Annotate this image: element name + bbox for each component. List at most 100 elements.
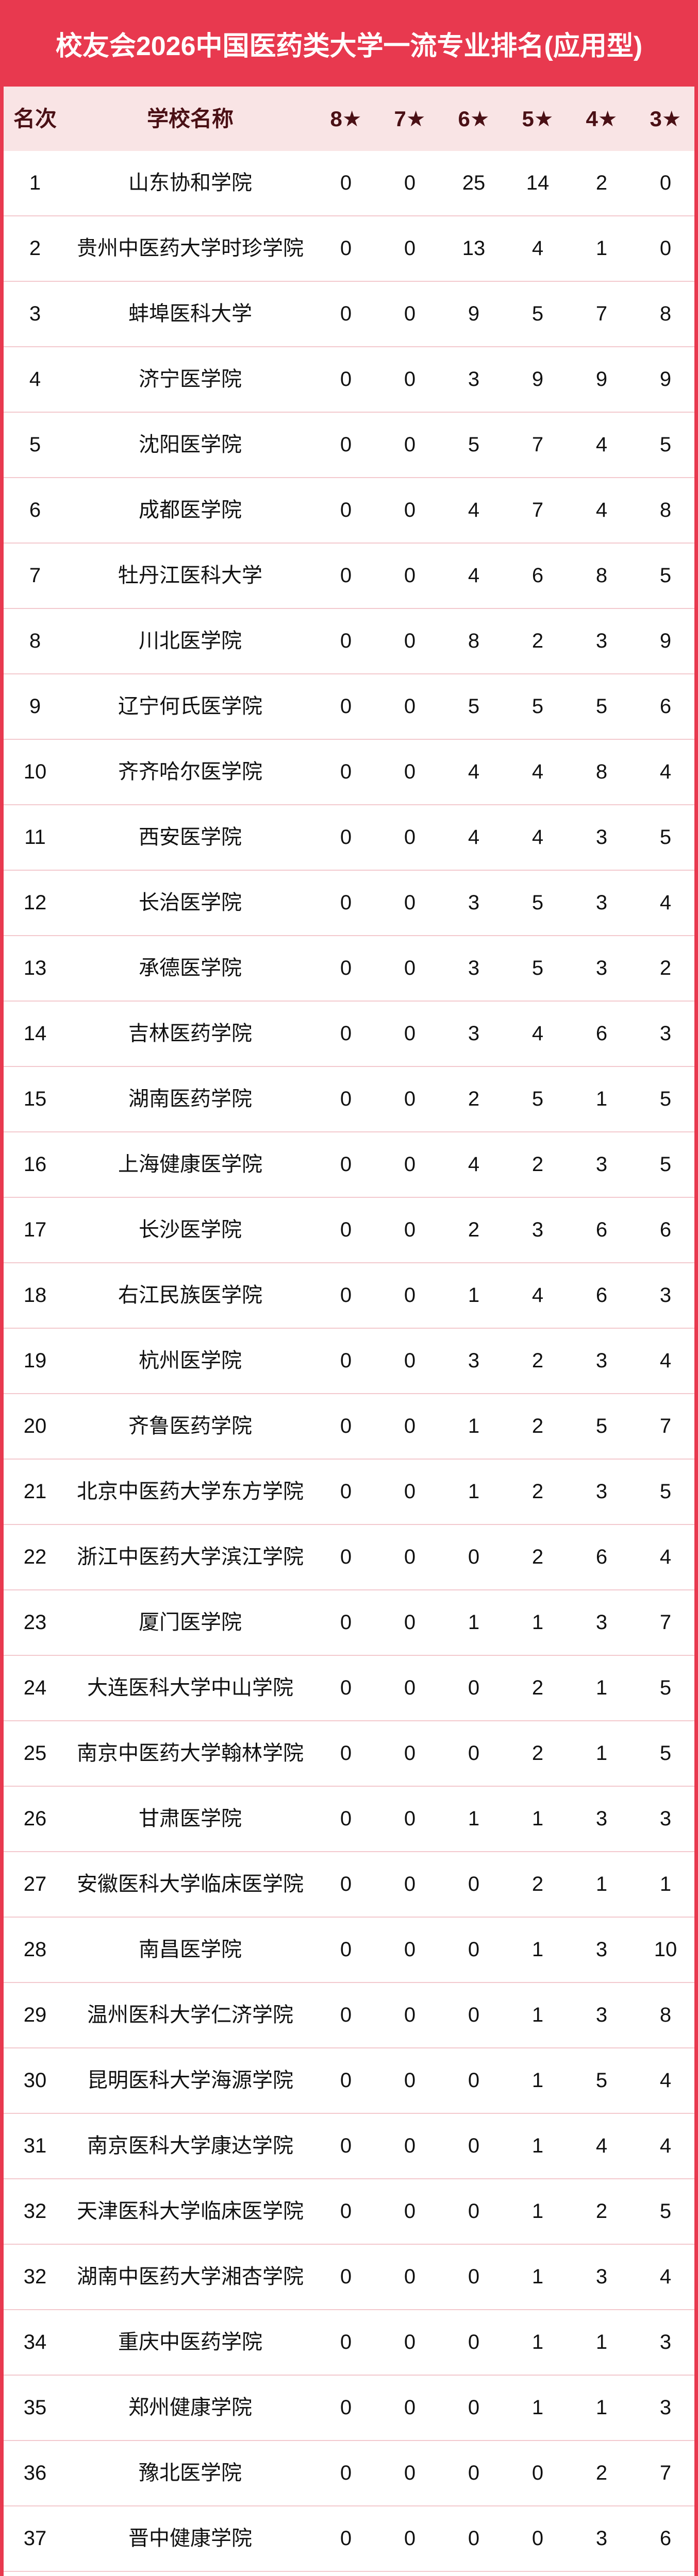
table-row[interactable]: 1 山东协和学院 0 0 25 14 2 0: [4, 151, 694, 216]
cell-rank: 18: [23, 1283, 47, 1307]
cell-4star-count: 2: [595, 2461, 608, 2484]
cell-8star-count: 0: [340, 1938, 352, 1961]
table-row[interactable]: 8 川北医学院 0 0 8 2 3 9: [4, 609, 694, 674]
table-row[interactable]: 23 厦门医学院 0 0 1 1 3 7: [4, 1590, 694, 1656]
cell-6star-count: 5: [468, 433, 480, 456]
cell-8star-count: 0: [340, 2330, 352, 2353]
table-row[interactable]: 11 西安医学院 0 0 4 4 3 5: [4, 805, 694, 871]
cell-7star-count: 0: [404, 367, 416, 391]
table-row[interactable]: 13 承德医学院 0 0 3 5 3 2: [4, 936, 694, 1002]
cell-5star-count: 1: [531, 2330, 544, 2353]
table-row[interactable]: 38贵州医科大学神奇民族医药学院000017: [4, 2572, 694, 2576]
table-row[interactable]: 9 辽宁何氏医学院 0 0 5 5 5 6: [4, 674, 694, 740]
table-row[interactable]: 2 贵州中医药大学时珍学院 0 0 13 4 1 0: [4, 216, 694, 282]
cell-7star-count: 0: [404, 1153, 416, 1176]
cell-7star-count: 0: [404, 2199, 416, 2223]
cell-5star-count: 2: [531, 1545, 544, 1568]
table-row[interactable]: 27 安徽医科大学临床医学院 0 0 0 2 1 1: [4, 1852, 694, 1918]
cell-3star-count: 4: [659, 2069, 672, 2092]
cell-3star-count: 7: [659, 1414, 672, 1437]
cell-school-name: 吉林医药学院: [128, 1022, 252, 1045]
cell-8star-count: 0: [340, 1283, 352, 1307]
cell-4star-count: 1: [595, 1676, 608, 1699]
table-row[interactable]: 22 浙江中医药大学滨江学院 0 0 0 2 6 4: [4, 1525, 694, 1590]
table-row[interactable]: 5 沈阳医学院 0 0 5 7 4 5: [4, 413, 694, 478]
table-row[interactable]: 29 温州医科大学仁济学院 0 0 0 1 3 8: [4, 1983, 694, 2048]
column-header-6star: 6★: [458, 106, 490, 131]
cell-8star-count: 0: [340, 367, 352, 391]
table-row[interactable]: 17 长沙医学院 0 0 2 3 6 6: [4, 1198, 694, 1263]
cell-rank: 15: [23, 1087, 47, 1110]
table-row[interactable]: 18 右江民族医学院 0 0 1 4 6 3: [4, 1263, 694, 1329]
cell-7star-count: 0: [404, 302, 416, 325]
cell-8star-count: 0: [340, 2069, 352, 2092]
cell-8star-count: 0: [340, 1153, 352, 1176]
cell-5star-count: 5: [531, 302, 544, 325]
cell-5star-count: 1: [531, 2396, 544, 2419]
cell-5star-count: 0: [531, 2527, 544, 2550]
table-row[interactable]: 20 齐鲁医药学院 0 0 1 2 5 7: [4, 1394, 694, 1460]
cell-7star-count: 0: [404, 1283, 416, 1307]
cell-5star-count: 1: [531, 1938, 544, 1961]
cell-8star-count: 0: [340, 1022, 352, 1045]
cell-5star-count: 2: [531, 1480, 544, 1503]
cell-rank: 13: [23, 956, 47, 979]
table-row[interactable]: 3 蚌埠医科大学 0 0 9 5 7 8: [4, 282, 694, 347]
cell-school-name: 北京中医药大学东方学院: [77, 1480, 304, 1503]
table-row[interactable]: 28 南昌医学院 0 0 0 1 3 10: [4, 1918, 694, 1983]
cell-8star-count: 0: [340, 1414, 352, 1437]
cell-rank: 27: [23, 1872, 47, 1895]
table-row[interactable]: 16 上海健康医学院 0 0 4 2 3 5: [4, 1132, 694, 1198]
cell-rank: 19: [23, 1349, 47, 1372]
page-title: 校友会2026中国医药类大学一流专业排名(应用型): [0, 0, 698, 87]
cell-3star-count: 7: [659, 2461, 672, 2484]
table-row[interactable]: 4 济宁医学院 0 0 3 9 9 9: [4, 347, 694, 413]
cell-school-name: 辽宁何氏医学院: [118, 694, 262, 718]
cell-rank: 25: [23, 1741, 47, 1765]
cell-4star-count: 6: [595, 1218, 608, 1241]
cell-4star-count: 6: [595, 1283, 608, 1307]
cell-7star-count: 0: [404, 1545, 416, 1568]
cell-3star-count: 8: [659, 498, 672, 521]
table-row[interactable]: 37 晋中健康学院 0 0 0 0 3 6: [4, 2506, 694, 2572]
cell-7star-count: 0: [404, 694, 416, 718]
table-row[interactable]: 6 成都医学院 0 0 4 7 4 8: [4, 478, 694, 544]
cell-rank: 23: [23, 1611, 47, 1634]
cell-8star-count: 0: [340, 891, 352, 914]
table-row[interactable]: 14 吉林医药学院 0 0 3 4 6 3: [4, 1002, 694, 1067]
cell-6star-count: 3: [468, 367, 480, 391]
table-row[interactable]: 30 昆明医科大学海源学院 0 0 0 1 5 4: [4, 2048, 694, 2114]
cell-5star-count: 5: [531, 1087, 544, 1110]
cell-3star-count: 5: [659, 564, 672, 587]
table-row[interactable]: 32 天津医科大学临床医学院 0 0 0 1 2 5: [4, 2179, 694, 2245]
table-row[interactable]: 35 郑州健康学院 0 0 0 1 1 3: [4, 2376, 694, 2441]
cell-rank: 12: [23, 891, 47, 914]
cell-school-name: 牡丹江医科大学: [118, 564, 262, 587]
table-row[interactable]: 34 重庆中医药学院 0 0 0 1 1 3: [4, 2310, 694, 2376]
cell-4star-count: 4: [595, 498, 608, 521]
table-row[interactable]: 26 甘肃医学院 0 0 1 1 3 3: [4, 1787, 694, 1852]
table-row[interactable]: 19 杭州医学院 0 0 3 2 3 4: [4, 1329, 694, 1394]
cell-3star-count: 8: [659, 302, 672, 325]
table-row[interactable]: 24 大连医科大学中山学院 0 0 0 2 1 5: [4, 1656, 694, 1721]
table-row[interactable]: 7 牡丹江医科大学 0 0 4 6 8 5: [4, 544, 694, 609]
cell-5star-count: 2: [531, 1153, 544, 1176]
cell-rank: 22: [23, 1545, 47, 1568]
table-row[interactable]: 21 北京中医药大学东方学院 0 0 1 2 3 5: [4, 1460, 694, 1525]
table-row[interactable]: 31 南京医科大学康达学院 0 0 0 1 4 4: [4, 2114, 694, 2179]
table-row[interactable]: 36 豫北医学院 0 0 0 0 2 7: [4, 2441, 694, 2506]
table-row[interactable]: 10 齐齐哈尔医学院 0 0 4 4 8 4: [4, 740, 694, 805]
table-row[interactable]: 15 湖南医药学院 0 0 2 5 1 5: [4, 1067, 694, 1132]
cell-7star-count: 0: [404, 1611, 416, 1634]
table-row[interactable]: 25 南京中医药大学翰林学院 0 0 0 2 1 5: [4, 1721, 694, 1787]
cell-school-name: 杭州医学院: [139, 1349, 242, 1372]
table-row[interactable]: 32 湖南中医药大学湘杏学院 0 0 0 1 3 4: [4, 2245, 694, 2310]
cell-8star-count: 0: [340, 1741, 352, 1765]
cell-rank: 30: [23, 2069, 47, 2092]
cell-5star-count: 5: [531, 694, 544, 718]
cell-4star-count: 3: [595, 2265, 608, 2288]
table-row[interactable]: 12 长治医学院 0 0 3 5 3 4: [4, 871, 694, 936]
cell-rank: 29: [23, 2003, 47, 2026]
cell-4star-count: 6: [595, 1022, 608, 1045]
cell-6star-count: 3: [468, 956, 480, 979]
